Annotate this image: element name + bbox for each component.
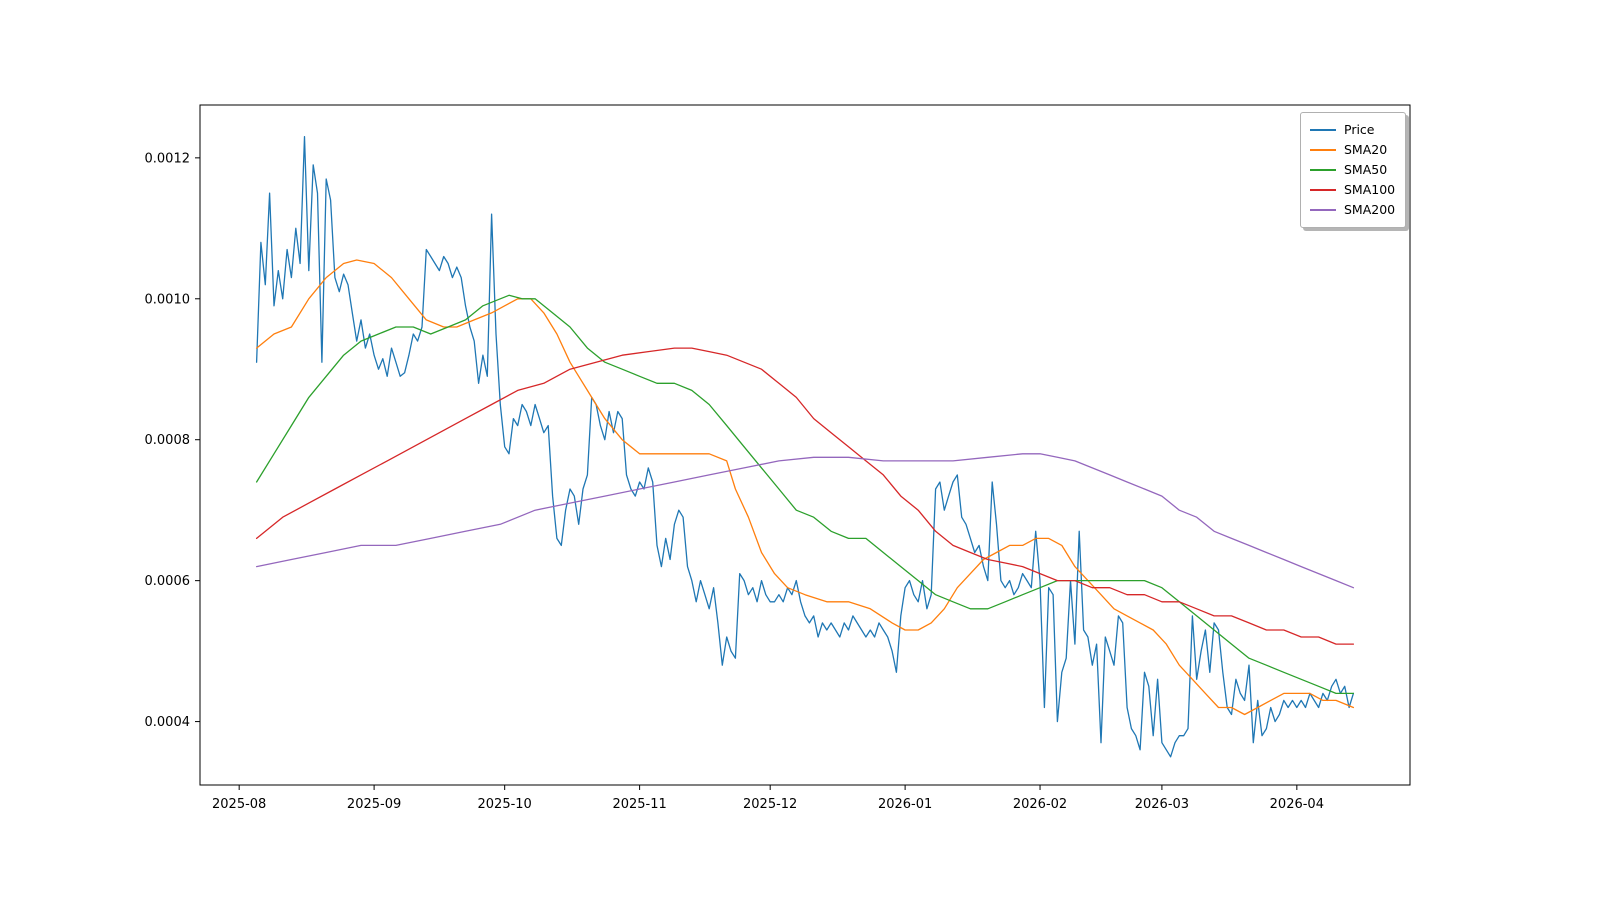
x-tick-label: 2026-01 [878,797,932,812]
legend-label: SMA20 [1344,142,1388,157]
plot-border [199,104,1411,786]
series-line-price [255,136,1355,758]
legend-item-sma200: SMA200 [1310,200,1395,220]
x-tick-label: 2025-10 [478,797,532,812]
legend-line-icon [1310,209,1336,211]
legend-line-icon [1310,189,1336,191]
legend-label: SMA100 [1344,182,1396,197]
legend-item-price: Price [1310,120,1395,140]
series-line-sma50 [255,294,1355,695]
legend-item-sma50: SMA50 [1310,160,1395,180]
series-line-sma100 [255,347,1355,645]
legend-line-icon [1310,149,1336,151]
x-tick-label: 2026-04 [1270,797,1324,812]
y-tick-label: 0.0006 [145,574,191,589]
y-tick-label: 0.0008 [145,433,191,448]
legend-label: SMA50 [1344,162,1388,177]
x-tick-label: 2025-08 [212,797,266,812]
x-tick-label: 2025-12 [743,797,797,812]
y-tick-label: 0.0004 [145,715,191,730]
legend-item-sma20: SMA20 [1310,140,1395,160]
legend-line-icon [1310,169,1336,171]
series-line-sma200 [255,453,1355,589]
y-tick-label: 0.0010 [145,292,191,307]
legend-item-sma100: SMA100 [1310,180,1395,200]
legend-label: Price [1344,122,1375,137]
legend-line-icon [1310,129,1336,131]
x-tick-label: 2025-09 [347,797,401,812]
x-tick-label: 2026-02 [1013,797,1067,812]
legend-label: SMA200 [1344,202,1396,217]
legend: Price SMA20 SMA50 SMA100 SMA200 [1300,112,1407,228]
y-tick-label: 0.0012 [145,151,191,166]
x-tick-label: 2025-11 [612,797,666,812]
series-line-sma20 [255,259,1355,716]
x-tick-label: 2026-03 [1135,797,1189,812]
